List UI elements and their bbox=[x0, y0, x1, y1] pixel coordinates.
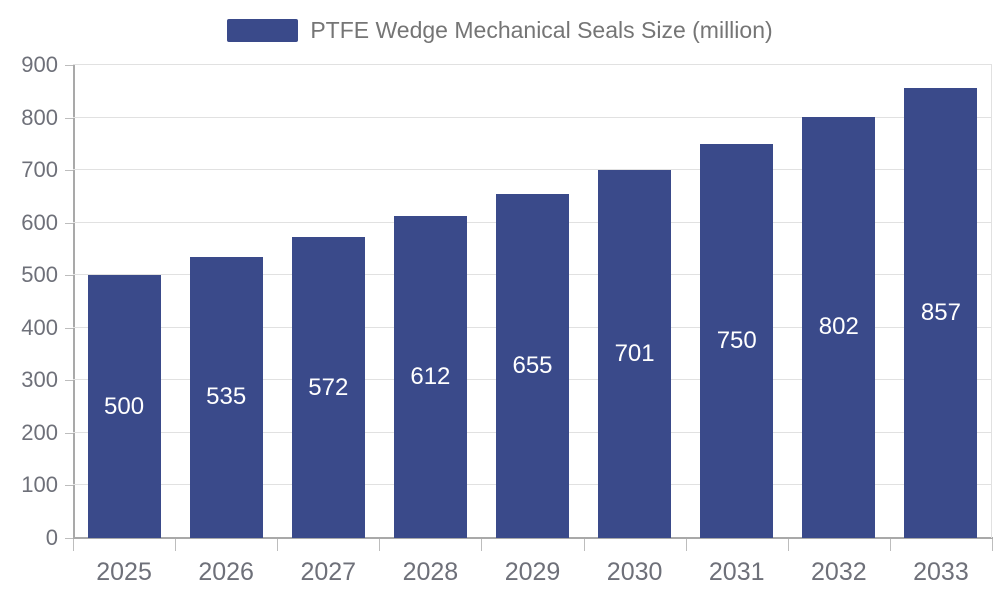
bar-value-label: 612 bbox=[410, 363, 451, 391]
x-axis-label: 2032 bbox=[811, 558, 867, 586]
x-axis-tick bbox=[685, 539, 687, 551]
bar-value-label: 535 bbox=[206, 383, 247, 411]
y-axis-tick bbox=[65, 65, 73, 66]
legend[interactable]: PTFE Wedge Mechanical Seals Size (millio… bbox=[0, 17, 1000, 44]
y-axis-label: 0 bbox=[45, 525, 58, 550]
bar: 802 bbox=[802, 116, 876, 538]
y-axis-tick bbox=[65, 432, 73, 434]
bar-value-label: 500 bbox=[104, 392, 145, 420]
y-axis-line bbox=[73, 65, 75, 538]
y-axis-label: 200 bbox=[21, 419, 58, 445]
x-axis-label: 2027 bbox=[300, 558, 357, 586]
x-axis-tick bbox=[175, 539, 177, 551]
y-axis-label: 400 bbox=[21, 314, 58, 340]
bar-value-label: 701 bbox=[614, 339, 655, 367]
bar-value-label: 572 bbox=[308, 373, 349, 401]
y-axis-tick bbox=[65, 222, 73, 224]
x-axis-label: 2030 bbox=[606, 558, 663, 586]
y-axis-tick bbox=[65, 380, 73, 382]
x-axis-tick bbox=[379, 539, 381, 551]
gridline bbox=[73, 64, 992, 65]
y-axis-tick bbox=[65, 327, 73, 329]
y-axis-label: 500 bbox=[21, 262, 58, 288]
bar: 857 bbox=[904, 87, 978, 538]
bar-value-label: 655 bbox=[512, 351, 553, 379]
y-axis-tick bbox=[65, 170, 73, 172]
bar-value-label: 857 bbox=[920, 298, 961, 326]
bar: 500 bbox=[87, 275, 161, 538]
x-axis-tick bbox=[73, 539, 74, 551]
bar: 612 bbox=[393, 216, 467, 538]
x-axis-label: 2025 bbox=[96, 558, 152, 586]
x-axis-tick bbox=[583, 539, 585, 551]
y-axis-tick bbox=[65, 275, 73, 277]
x-axis-tick bbox=[481, 539, 483, 551]
bar: 572 bbox=[291, 237, 365, 538]
x-axis-label: 2029 bbox=[504, 558, 561, 586]
y-axis-tick bbox=[65, 485, 73, 487]
plot-area: 500 535 572 612 655 701 750 802 857 bbox=[73, 64, 992, 538]
y-axis-label: 300 bbox=[21, 367, 58, 393]
y-axis-label: 900 bbox=[21, 52, 58, 77]
x-axis-tick bbox=[889, 539, 891, 551]
y-axis-tick bbox=[65, 538, 73, 539]
x-axis-label: 2031 bbox=[708, 558, 765, 586]
bar-value-label: 750 bbox=[716, 326, 757, 354]
x-axis-tick bbox=[992, 539, 993, 551]
x-axis-tick bbox=[277, 539, 279, 551]
bar: 701 bbox=[598, 169, 672, 538]
x-axis-label: 2026 bbox=[198, 558, 254, 586]
legend-swatch bbox=[227, 19, 299, 42]
bar: 655 bbox=[496, 193, 569, 538]
y-axis-tick bbox=[65, 117, 73, 119]
bar: 750 bbox=[700, 143, 774, 538]
y-axis-label: 600 bbox=[21, 209, 58, 235]
y-axis-label: 800 bbox=[21, 104, 58, 130]
x-axis-tick bbox=[787, 539, 789, 551]
x-axis-label: 2028 bbox=[402, 558, 459, 586]
x-axis-line bbox=[73, 537, 993, 539]
bar-value-label: 802 bbox=[818, 313, 859, 341]
gridline bbox=[73, 169, 992, 171]
y-axis-label: 100 bbox=[21, 472, 58, 498]
legend-label: PTFE Wedge Mechanical Seals Size (millio… bbox=[310, 17, 773, 43]
bar: 535 bbox=[189, 256, 263, 538]
gridline bbox=[73, 116, 992, 118]
x-axis-label: 2033 bbox=[913, 558, 969, 586]
plot-right-border bbox=[991, 65, 992, 538]
y-axis-label: 700 bbox=[21, 157, 58, 183]
